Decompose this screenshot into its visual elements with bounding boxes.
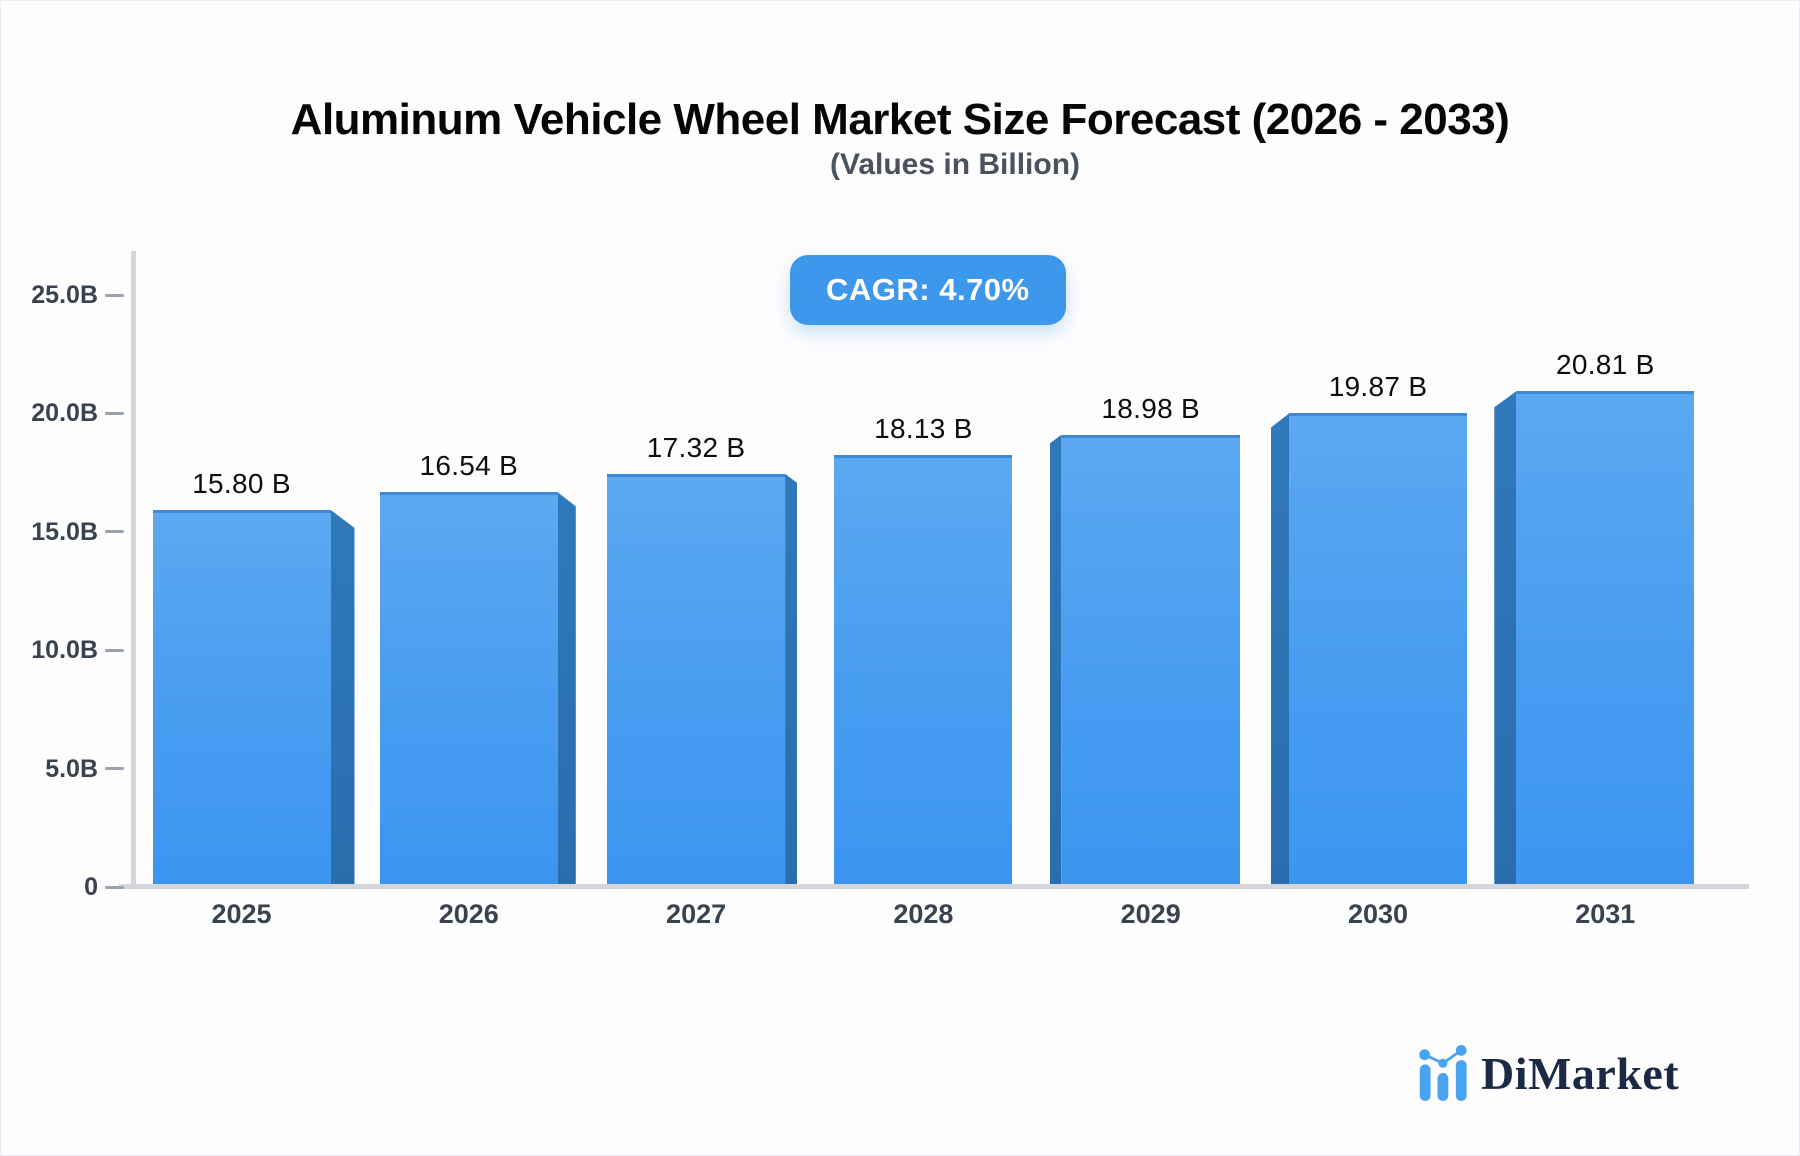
bar-2025 (152, 509, 331, 884)
bar-2029 (1061, 434, 1240, 884)
bar-value-label-2025: 15.80 B (192, 467, 291, 499)
bar-value-label-2029: 18.98 B (1101, 392, 1200, 424)
y-axis-line (131, 251, 136, 887)
bar-side-2031 (1494, 391, 1517, 884)
y-tick-dash (105, 885, 124, 889)
bar-side-2029 (1049, 434, 1062, 884)
bar-2026 (379, 492, 558, 884)
y-tick-dash (105, 648, 124, 652)
y-tick-label: 20.0B (31, 399, 98, 428)
bar-value-label-2027: 17.32 B (646, 431, 746, 463)
bar-value-label-2030: 19.87 B (1328, 371, 1428, 403)
y-tick-label: 15.0B (31, 517, 98, 546)
x-tick-label-2028: 2028 (893, 899, 954, 929)
mini-bar-chart-icon (1419, 1045, 1467, 1101)
bar-side-2030 (1271, 413, 1289, 884)
bar-2030 (1289, 413, 1467, 884)
chart-title: Aluminum Vehicle Wheel Market Size Forec… (290, 95, 1510, 144)
bar-2031 (1516, 391, 1695, 884)
bar-side-2027 (785, 473, 798, 884)
y-tick-dash (105, 411, 124, 415)
x-tick-label-2030: 2030 (1347, 899, 1409, 929)
x-tick-label-2025: 2025 (211, 899, 272, 929)
x-tick-label-2031: 2031 (1575, 899, 1636, 929)
x-axis-baseline (119, 884, 1749, 889)
y-tick-dash (105, 530, 124, 534)
bar-value-label-2028: 18.13 B (874, 412, 973, 444)
y-tick-label: 5.0B (45, 754, 98, 783)
bar-side-2026 (557, 492, 576, 884)
y-tick-label: 0 (84, 873, 98, 901)
brand-name: DiMarket (1481, 1047, 1680, 1099)
y-tick-label: 25.0B (31, 281, 98, 309)
bar-side-2025 (330, 509, 355, 884)
cagr-badge: CAGR: 4.70% (790, 255, 1066, 325)
x-tick-label-2029: 2029 (1120, 899, 1181, 929)
x-tick-label-2026: 2026 (438, 899, 499, 929)
brand-logo: DiMarket (1419, 1043, 1679, 1103)
bar-value-label-2031: 20.81 B (1555, 349, 1655, 381)
bar-2028 (834, 454, 1013, 884)
y-tick-dash (105, 767, 124, 771)
chart-subtitle: (Values in Billion) (829, 148, 1081, 181)
x-tick-label-2027: 2027 (666, 899, 727, 929)
y-tick-label: 10.0B (31, 636, 98, 665)
bar-2027 (607, 473, 786, 884)
bar-value-label-2026: 16.54 B (419, 450, 519, 482)
y-tick-dash (105, 293, 124, 297)
